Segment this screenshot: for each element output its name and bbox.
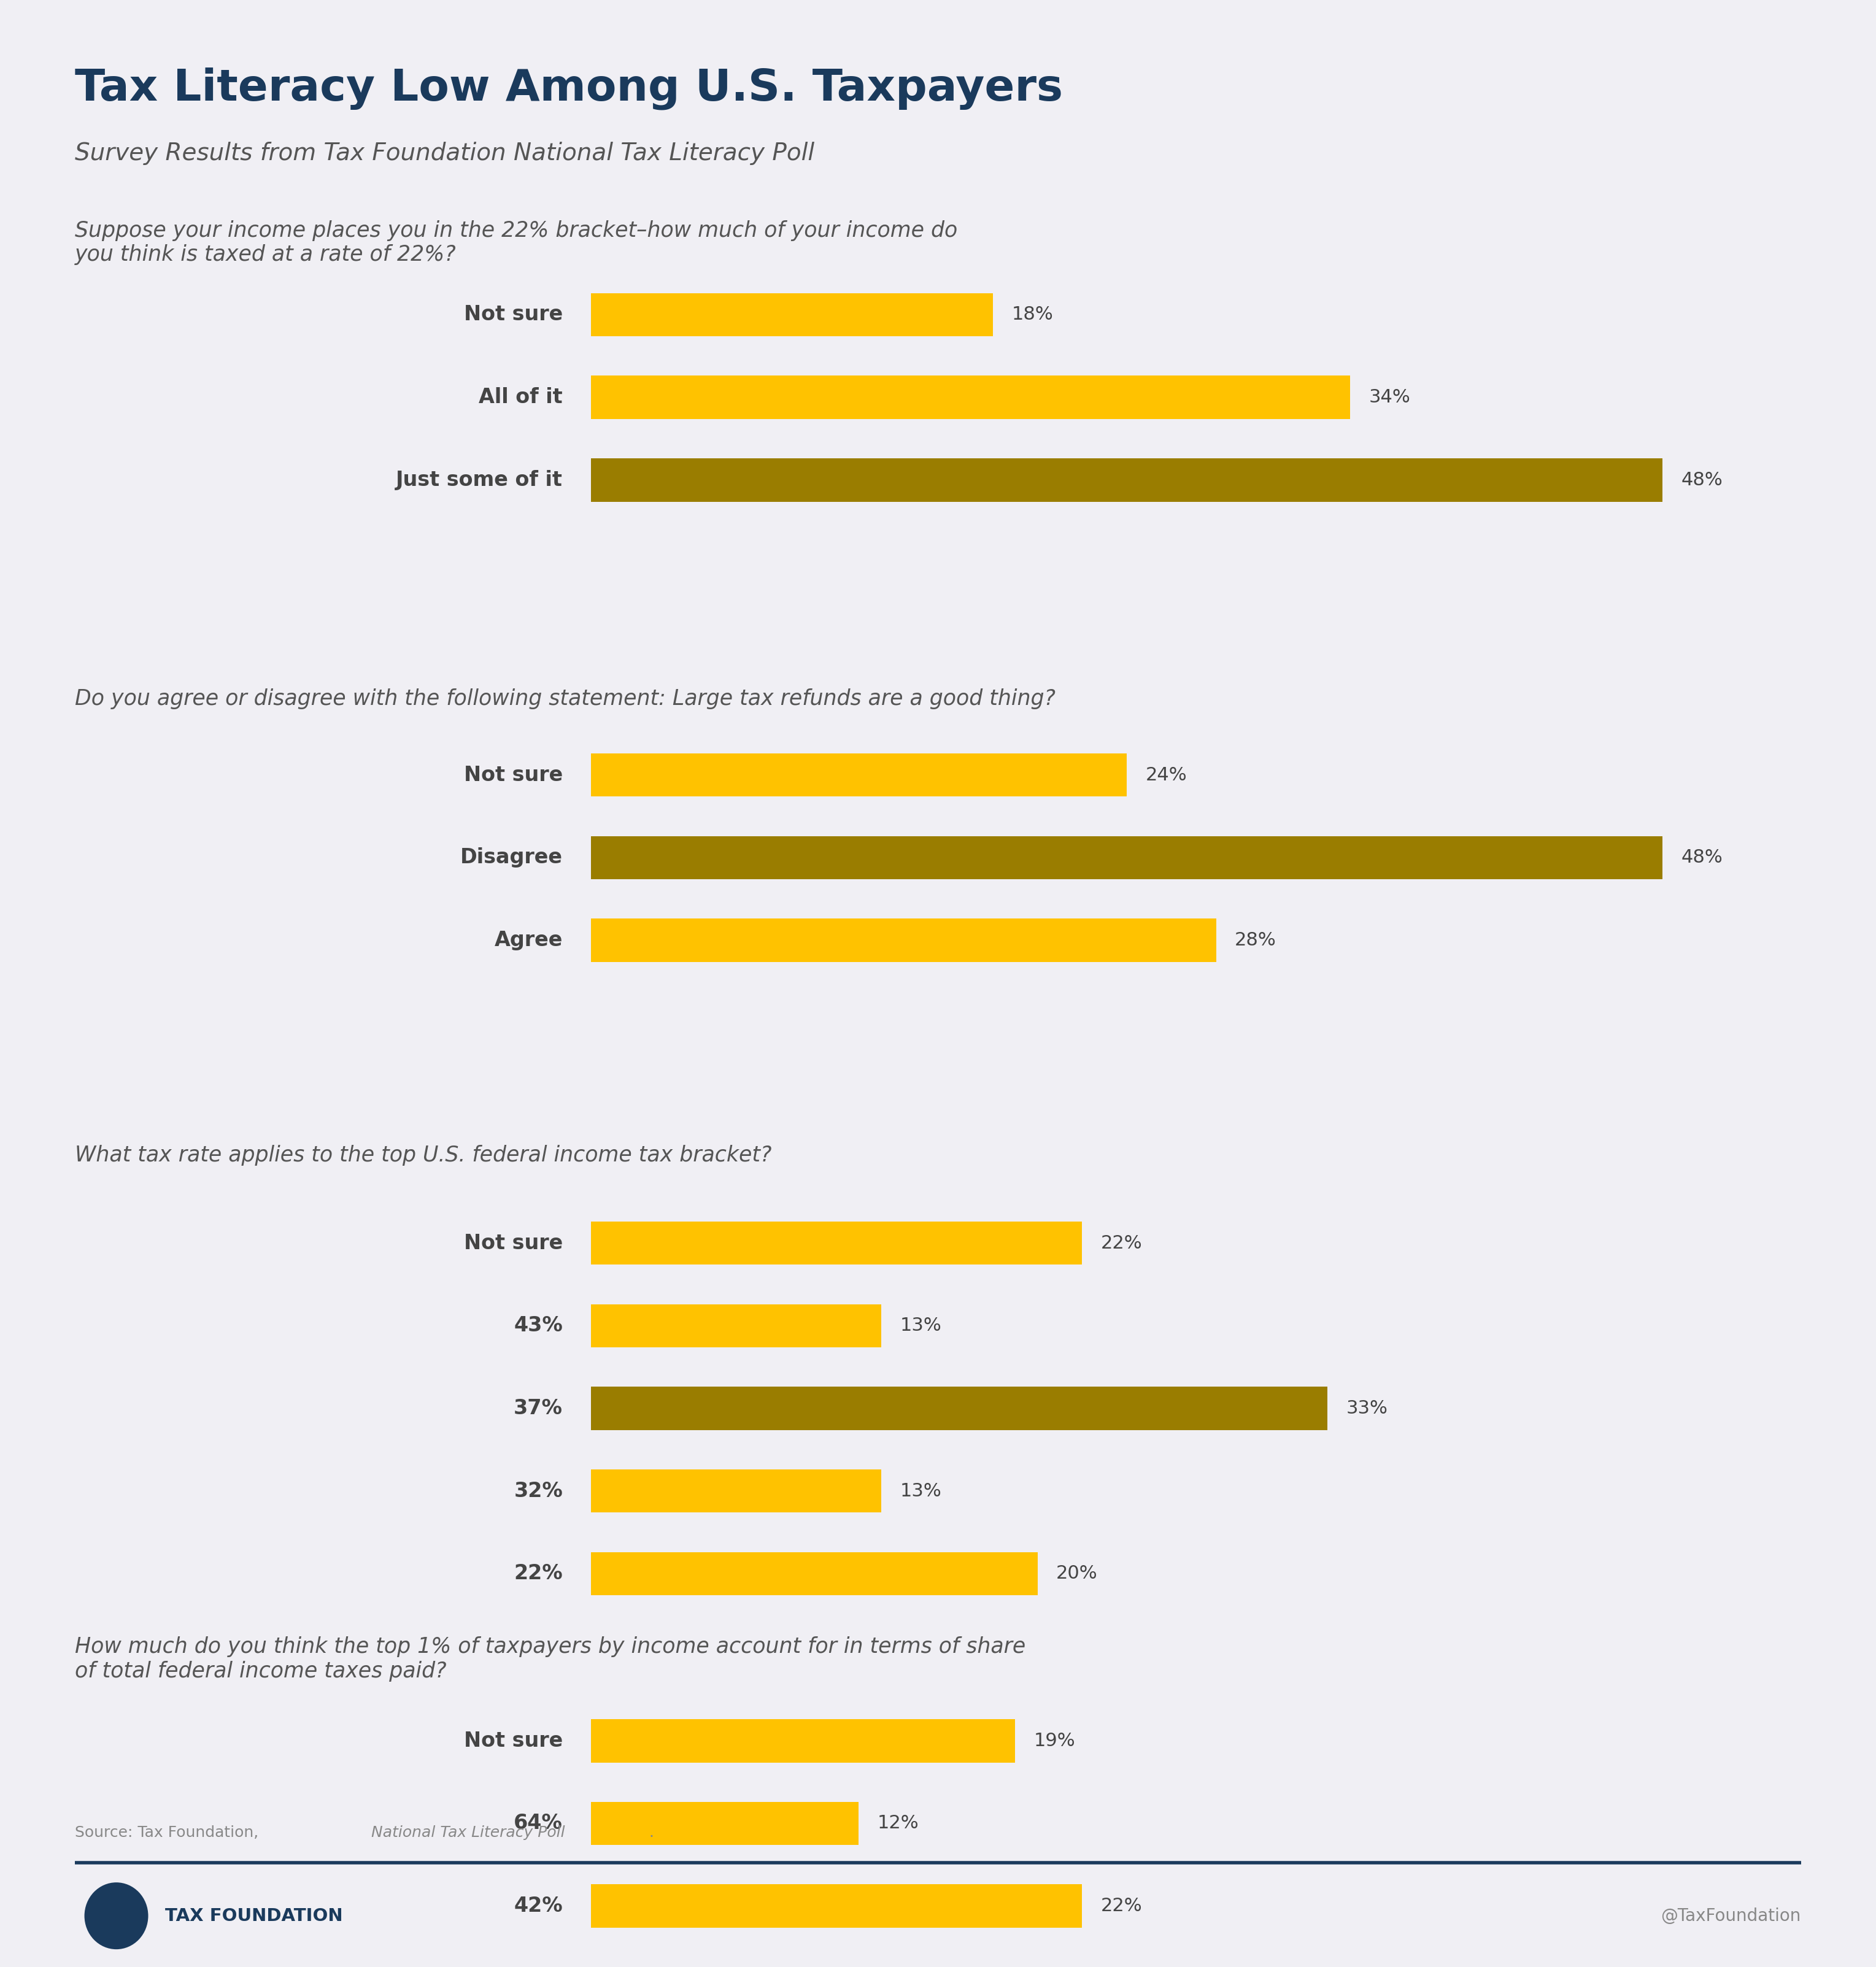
- Text: Just some of it: Just some of it: [396, 470, 563, 490]
- Bar: [591, 1387, 1328, 1430]
- Text: 42%: 42%: [514, 1896, 563, 1916]
- Text: 24%: 24%: [1146, 765, 1188, 785]
- Bar: [591, 1719, 1015, 1762]
- Text: Not sure: Not sure: [463, 1731, 563, 1751]
- Text: 19%: 19%: [1034, 1731, 1075, 1751]
- Text: Survey Results from Tax Foundation National Tax Literacy Poll: Survey Results from Tax Foundation Natio…: [75, 142, 814, 165]
- Bar: [591, 1884, 1082, 1928]
- Text: 22%: 22%: [514, 1564, 563, 1583]
- Text: 32%: 32%: [514, 1481, 563, 1501]
- Text: 33%: 33%: [1347, 1399, 1388, 1418]
- Text: Not sure: Not sure: [463, 765, 563, 785]
- Ellipse shape: [84, 1882, 148, 1949]
- Bar: [591, 1802, 859, 1845]
- Text: How much do you think the top 1% of taxpayers by income account for in terms of : How much do you think the top 1% of taxp…: [75, 1637, 1026, 1682]
- Text: 48%: 48%: [1681, 470, 1722, 490]
- Bar: [591, 1304, 882, 1347]
- Text: National Tax Literacy Poll: National Tax Literacy Poll: [371, 1825, 565, 1839]
- Text: 37%: 37%: [514, 1399, 563, 1418]
- Text: Suppose your income places you in the 22% bracket–how much of your income do
you: Suppose your income places you in the 22…: [75, 220, 957, 266]
- Text: Do you agree or disagree with the following statement: Large tax refunds are a g: Do you agree or disagree with the follow…: [75, 688, 1056, 710]
- Text: 13%: 13%: [900, 1316, 942, 1336]
- Text: Source: Tax Foundation,: Source: Tax Foundation,: [75, 1825, 265, 1839]
- Text: 43%: 43%: [514, 1316, 563, 1336]
- Text: 34%: 34%: [1369, 387, 1411, 407]
- Text: 28%: 28%: [1234, 930, 1276, 950]
- Text: All of it: All of it: [478, 387, 563, 407]
- Bar: [591, 919, 1216, 962]
- Text: Tax Literacy Low Among U.S. Taxpayers: Tax Literacy Low Among U.S. Taxpayers: [75, 67, 1064, 110]
- Text: 22%: 22%: [1101, 1896, 1142, 1916]
- Bar: [591, 293, 992, 336]
- Text: Not sure: Not sure: [463, 1233, 563, 1253]
- Text: @TaxFoundation: @TaxFoundation: [1660, 1908, 1801, 1924]
- Text: Agree: Agree: [495, 930, 563, 950]
- Text: 64%: 64%: [514, 1814, 563, 1833]
- Text: .: .: [649, 1825, 655, 1839]
- Text: 12%: 12%: [878, 1814, 919, 1833]
- Text: What tax rate applies to the top U.S. federal income tax bracket?: What tax rate applies to the top U.S. fe…: [75, 1145, 771, 1166]
- Bar: [591, 753, 1127, 797]
- Bar: [591, 458, 1662, 502]
- Bar: [591, 836, 1662, 879]
- Bar: [591, 1552, 1037, 1595]
- Text: 13%: 13%: [900, 1481, 942, 1501]
- Bar: [591, 376, 1351, 419]
- Bar: [591, 1222, 1082, 1265]
- Text: 22%: 22%: [1101, 1233, 1142, 1253]
- Text: 18%: 18%: [1011, 305, 1052, 325]
- Text: 48%: 48%: [1681, 848, 1722, 867]
- Bar: [591, 1469, 882, 1513]
- Text: 20%: 20%: [1056, 1564, 1097, 1583]
- Text: Not sure: Not sure: [463, 305, 563, 325]
- Text: TAX FOUNDATION: TAX FOUNDATION: [165, 1908, 343, 1924]
- Text: Disagree: Disagree: [460, 848, 563, 867]
